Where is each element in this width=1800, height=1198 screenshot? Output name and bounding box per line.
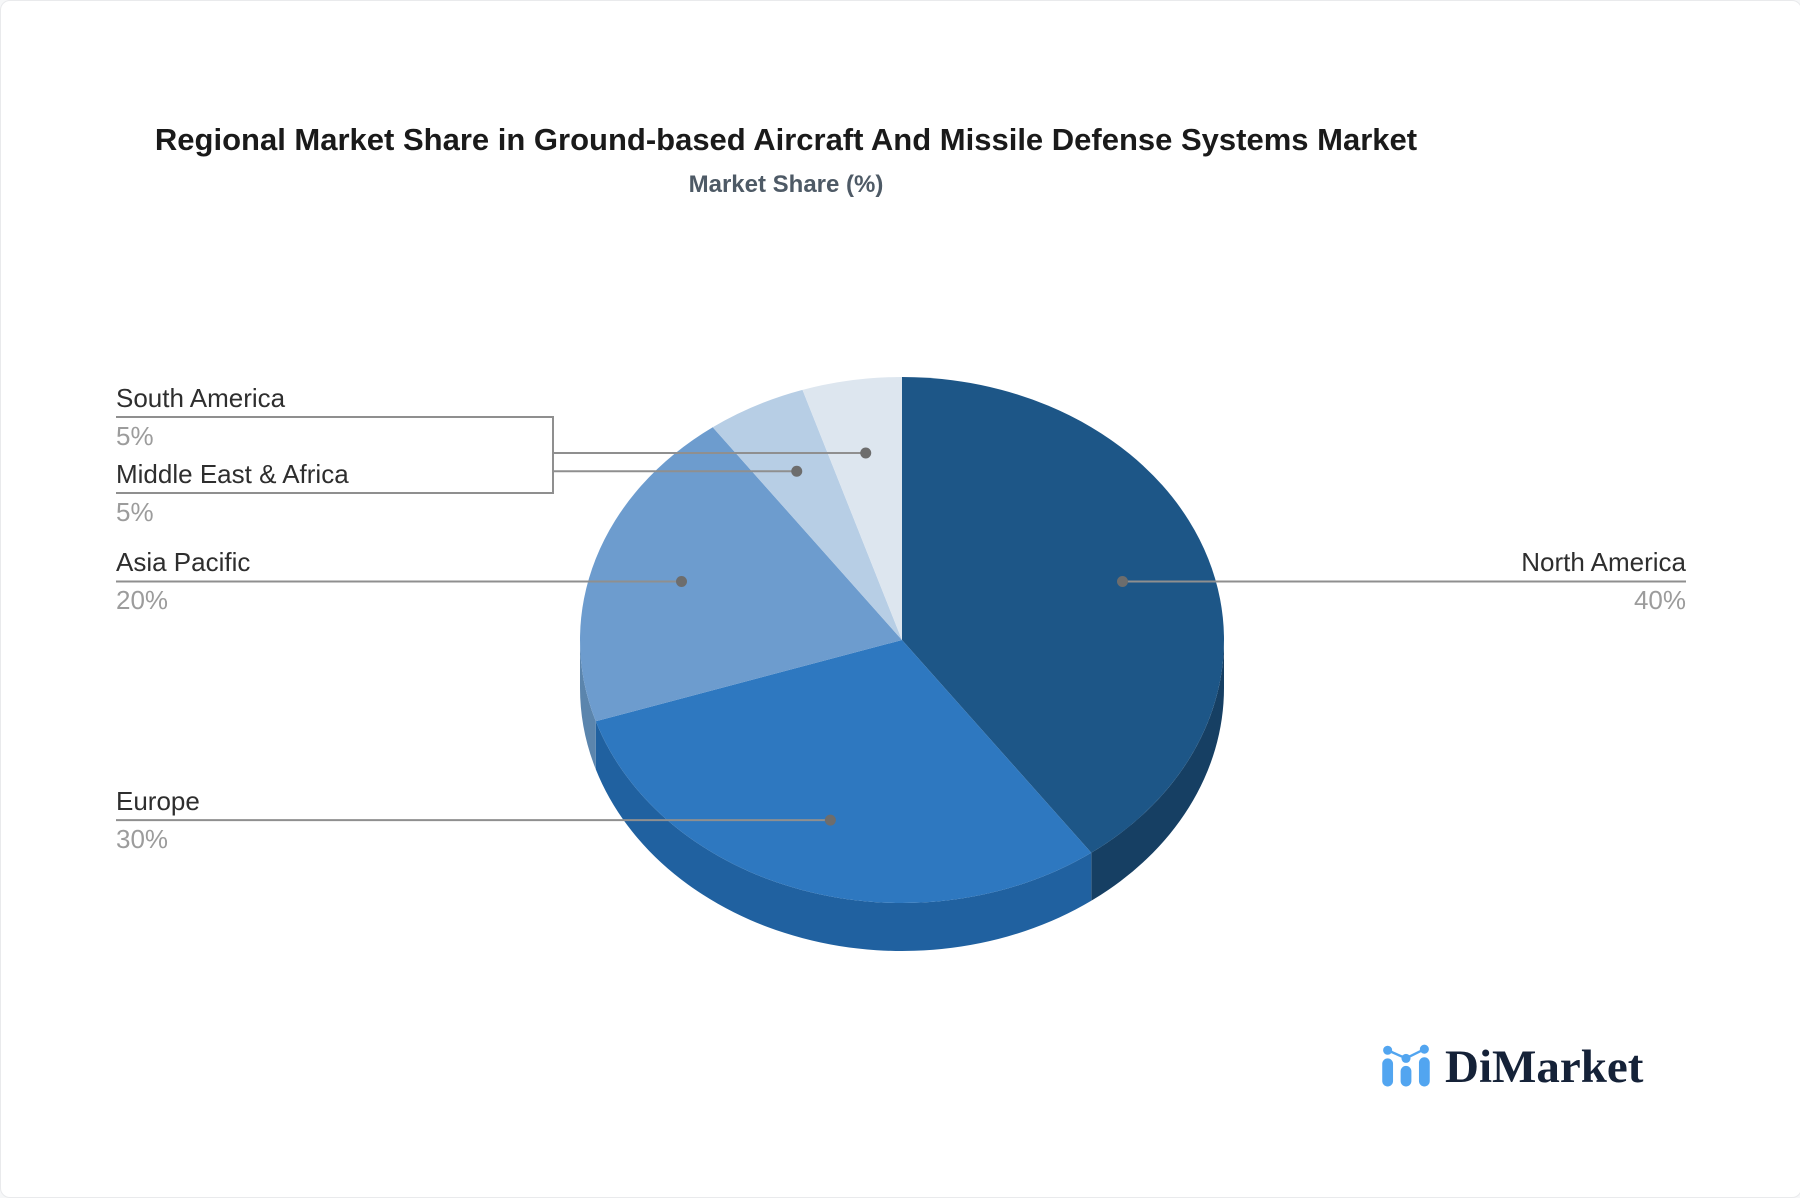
pie-label-name: Europe bbox=[116, 786, 200, 817]
dimarket-logo-text: DiMarket bbox=[1445, 1041, 1644, 1093]
leader-line bbox=[116, 416, 554, 494]
pie-label-percent: 20% bbox=[116, 585, 169, 616]
dimarket-logo: DiMarket bbox=[1379, 1037, 1643, 1097]
pie-label-percent: 5% bbox=[116, 497, 154, 527]
pie-label-percent: 30% bbox=[116, 824, 169, 855]
pie-slice-south-america[interactable] bbox=[802, 377, 902, 640]
leader-dot bbox=[860, 447, 872, 459]
bar-chart-logo-icon bbox=[1382, 1044, 1430, 1087]
chart-title: Regional Market Share in Ground-based Ai… bbox=[154, 122, 1418, 157]
leader-dot bbox=[1116, 575, 1128, 587]
pie-label-middle-east-africa: Middle East & Africa 5% bbox=[116, 459, 716, 527]
pie-label-asia-pacific: Asia Pacific 20% bbox=[116, 547, 716, 615]
pie-label-name: South America bbox=[116, 383, 286, 413]
pie-label-percent: 5% bbox=[116, 421, 154, 451]
pie-slice-side bbox=[580, 640, 596, 770]
pie-slice-north-america[interactable] bbox=[902, 377, 1224, 853]
leader-dot bbox=[676, 575, 688, 587]
pie-label-name: North America bbox=[1521, 547, 1686, 578]
pie-slice-europe[interactable] bbox=[595, 640, 1092, 903]
leader-dot bbox=[824, 814, 836, 826]
pie-slice-side bbox=[595, 721, 1092, 952]
pie-label-europe: Europe 30% bbox=[116, 786, 716, 854]
pie-label-name: Asia Pacific bbox=[116, 547, 251, 578]
pie-label-name: Middle East & Africa bbox=[116, 459, 349, 489]
pie-label-north-america: North America 40% bbox=[1086, 547, 1686, 615]
pie-label-south-america: South America 5% bbox=[116, 383, 716, 451]
chart-subtitle: Market Share (%) bbox=[688, 171, 884, 198]
pie-slice-asia-pacific[interactable] bbox=[580, 427, 902, 722]
pie-label-percent: 40% bbox=[1633, 585, 1686, 616]
pie-slice-side bbox=[1091, 640, 1224, 901]
leader-dot bbox=[791, 465, 803, 477]
